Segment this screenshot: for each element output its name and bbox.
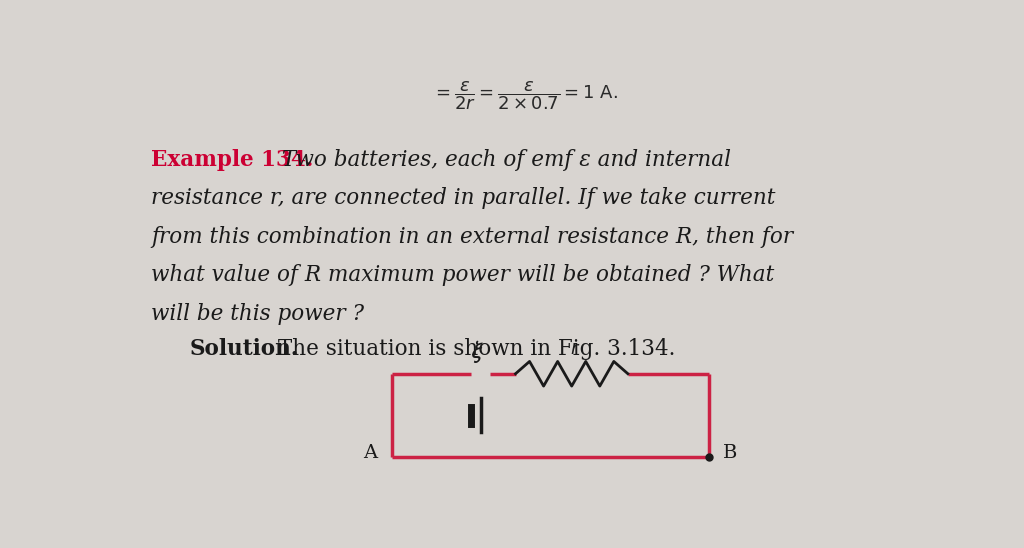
Text: Solution.: Solution. bbox=[190, 338, 299, 359]
Text: from this combination in an external resistance R, then for: from this combination in an external res… bbox=[152, 226, 794, 248]
Text: $\mathcal{\xi}$: $\mathcal{\xi}$ bbox=[470, 338, 483, 364]
Text: resistance r, are connected in parallel. If we take current: resistance r, are connected in parallel.… bbox=[152, 187, 775, 209]
Text: $r$: $r$ bbox=[570, 340, 581, 358]
Text: $=\dfrac{\varepsilon}{2r}=\dfrac{\varepsilon}{2\times 0.7}=1\ \mathrm{A.}$: $=\dfrac{\varepsilon}{2r}=\dfrac{\vareps… bbox=[432, 79, 617, 112]
Text: Two batteries, each of emf ε and internal: Two batteries, each of emf ε and interna… bbox=[275, 149, 731, 171]
Text: The situation is shown in Fig. 3.134.: The situation is shown in Fig. 3.134. bbox=[271, 338, 676, 359]
Text: Example 134.: Example 134. bbox=[152, 149, 313, 171]
Text: B: B bbox=[723, 444, 737, 462]
Text: will be this power ?: will be this power ? bbox=[152, 303, 365, 325]
Text: A: A bbox=[364, 444, 378, 462]
Text: what value of R maximum power will be obtained ? What: what value of R maximum power will be ob… bbox=[152, 265, 774, 287]
